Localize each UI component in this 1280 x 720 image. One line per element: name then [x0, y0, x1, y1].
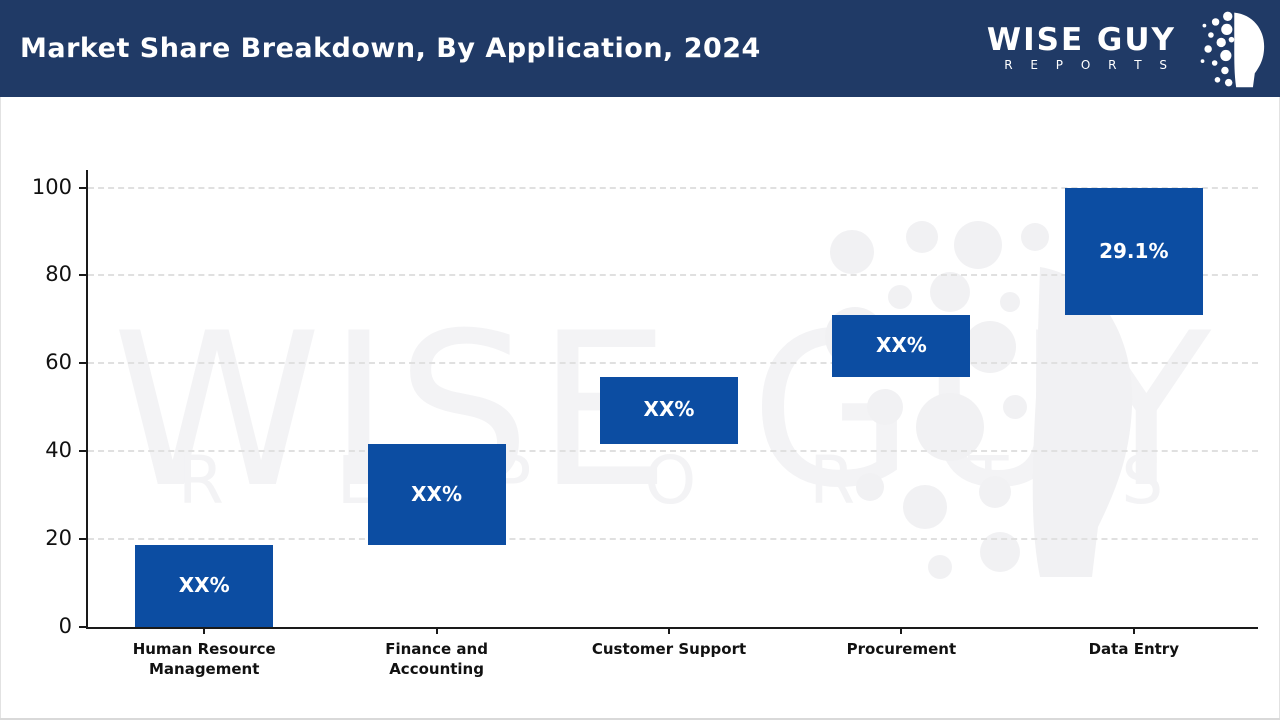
waterfall-bar-4 [832, 315, 971, 377]
left-border [0, 97, 1, 720]
y-tick-label: 0 [58, 614, 72, 638]
x-axis-tick [668, 627, 670, 634]
y-tick-label: 80 [45, 262, 72, 287]
y-axis-tick [79, 538, 88, 541]
x-axis-tick [435, 627, 438, 634]
watermark-head-icon [825, 221, 1133, 579]
y-axis-tick [79, 626, 88, 628]
logo-wordmark-text: WISE GUY [986, 22, 1176, 58]
y-axis-tick [79, 186, 88, 189]
y-tick-label: 100 [31, 174, 72, 199]
x-axis-tick [1132, 627, 1135, 634]
plot-area: 0 20 40 60 80 100 XX% Human Resource Management… [0, 97, 1280, 720]
x-axis-line [86, 627, 1258, 629]
gridline-80 [88, 274, 1258, 277]
bar-value-label: XX% [875, 332, 927, 357]
waterfall-bar-5 [1064, 187, 1203, 316]
y-tick-label: 20 [45, 526, 72, 551]
waterfall-bar-2 [367, 444, 506, 546]
y-tick-label: 60 [45, 350, 72, 375]
y-axis-line [86, 170, 88, 629]
y-tick-label: 40 [45, 438, 72, 463]
chart-area: WISE GUY R E P O R T S 0 20 40 60 80 100 XX% Hu… [0, 97, 1280, 720]
bar-value-label: XX% [643, 397, 695, 422]
wise-guy-logo: WISE GUY R E P O R T S [987, 7, 1280, 91]
category-label: Procurement [846, 640, 957, 658]
y-axis-tick [79, 362, 88, 365]
gridline-40 [88, 450, 1258, 453]
gridline-60 [88, 362, 1258, 365]
bar-value-label: 29.1% [1099, 238, 1169, 263]
x-axis-tick [900, 627, 903, 634]
y-axis-tick [79, 274, 88, 277]
waterfall-bar-1 [135, 545, 274, 627]
bar-value-label: XX% [411, 481, 463, 506]
chart-title: Market Share Breakdown, By Application, … [20, 33, 761, 64]
logo-head-icon [1200, 11, 1265, 87]
category-label: Finance and Accounting [385, 640, 488, 678]
bottom-border [0, 718, 1280, 720]
category-label: Data Entry [1088, 640, 1179, 658]
gridline-100 [88, 186, 1258, 189]
y-axis-tick [79, 450, 88, 453]
x-axis-tick [203, 627, 206, 634]
header: Market Share Breakdown, By Application, … [0, 0, 1280, 97]
category-label: Human Resource Management [132, 640, 276, 678]
logo-reports-text: R E P O R T S [1004, 58, 1174, 72]
waterfall-bar-3 [600, 376, 738, 445]
logo-wordmark: WISE GUY R E P O R T S [987, 24, 1176, 73]
gridline-20 [88, 538, 1258, 541]
bar-value-label: XX% [178, 573, 230, 598]
category-label: Customer Support [591, 640, 747, 658]
